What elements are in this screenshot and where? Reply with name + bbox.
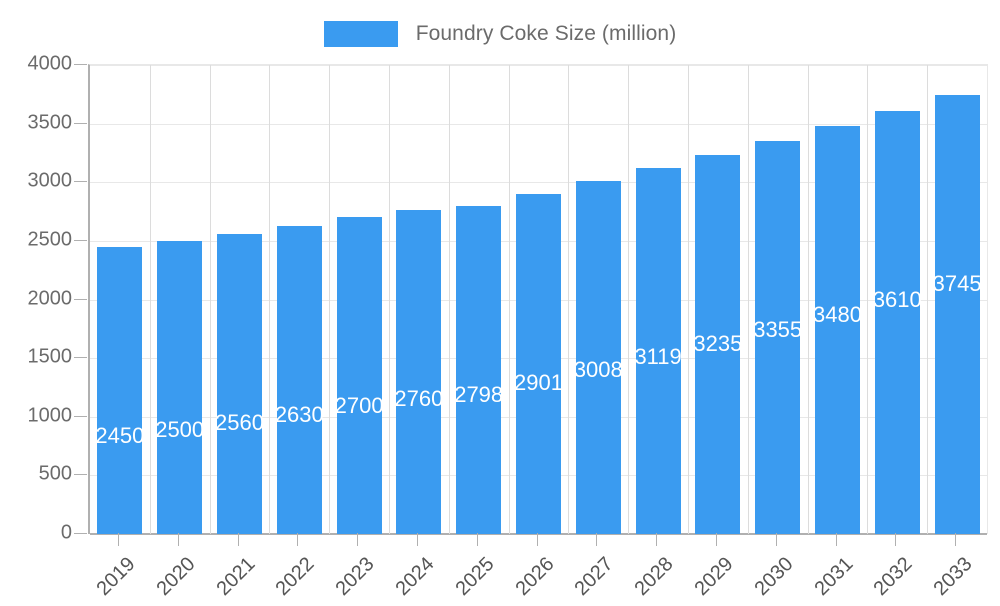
legend-item-foundry-coke-size[interactable]: Foundry Coke Size (million) — [323, 21, 677, 47]
bar-2032[interactable] — [874, 110, 920, 534]
x-axis-tick-2019 — [118, 533, 119, 546]
x-axis-tick-2023 — [357, 533, 358, 546]
y-axis-label-2000: 2000 — [27, 287, 73, 309]
x-axis-tick-2030 — [776, 533, 777, 546]
y-axis-label-3000: 3000 — [27, 169, 73, 192]
x-axis-tick-2032 — [895, 533, 896, 546]
bar-2021[interactable] — [217, 233, 262, 534]
x-axis-tick-2031 — [836, 533, 837, 546]
y-axis-label-0: 0 — [60, 521, 72, 544]
x-axis-label-2023: 2023 — [331, 553, 379, 601]
bar-2030[interactable] — [755, 140, 801, 534]
y-axis-tick-4000 — [74, 64, 87, 65]
gridline-y-4000 — [90, 65, 987, 66]
gridline-x-2026 — [509, 65, 510, 534]
x-axis-tick-2029 — [716, 533, 717, 546]
x-axis-label-2028: 2028 — [630, 553, 678, 601]
x-axis-label-2019: 2019 — [92, 553, 140, 601]
legend-label-foundry-coke-size: Foundry Coke Size (million) — [415, 22, 677, 45]
x-axis-label-2025: 2025 — [451, 553, 499, 601]
plot-area: 2450 2500 2560 2630 2700 2760 2798 2901 3008 3119… — [88, 64, 988, 535]
y-axis-tick-2500 — [74, 239, 87, 241]
y-axis: 0 500 1000 1500 2000 2500 3000 3500 4000 — [0, 53, 73, 544]
bar-2025[interactable] — [456, 205, 502, 534]
gridline-x-2022 — [269, 65, 270, 534]
x-axis-tick-2026 — [537, 533, 538, 546]
gridline-y-3000 — [90, 182, 987, 184]
y-axis-tick-0 — [74, 533, 87, 534]
bar-2022[interactable] — [276, 225, 322, 534]
gridline-x-2031 — [808, 65, 809, 534]
y-axis-tick-1000 — [74, 415, 87, 417]
x-axis-label-2029: 2029 — [690, 553, 738, 601]
bar-2027[interactable] — [575, 181, 621, 534]
x-axis-tick-2033 — [955, 533, 956, 546]
gridline-x-2023 — [329, 65, 330, 534]
x-axis-tick-2022 — [297, 533, 298, 546]
legend-swatch-foundry-coke-size — [323, 21, 398, 47]
bar-2029[interactable] — [695, 154, 741, 534]
gridline-x-2033 — [927, 65, 928, 534]
bar-2026[interactable] — [516, 193, 561, 534]
x-axis-label-2027: 2027 — [570, 553, 618, 601]
x-axis-label-2022: 2022 — [271, 553, 319, 601]
y-axis-label-1000: 1000 — [27, 404, 73, 427]
x-axis-tick-2025 — [477, 533, 478, 546]
x-axis-label-2026: 2026 — [511, 553, 559, 601]
y-axis-tick-2000 — [74, 298, 87, 300]
gridline-x-2030 — [748, 65, 749, 534]
bar-2033[interactable] — [934, 94, 980, 534]
x-axis-label-2021: 2021 — [212, 553, 260, 601]
x-axis-tick-2021 — [238, 533, 239, 546]
gridline-x-2021 — [210, 65, 211, 534]
y-axis-tick-500 — [74, 474, 87, 476]
gridline-x-2027 — [568, 65, 569, 534]
bar-2023[interactable] — [336, 217, 382, 534]
gridline-x-2028 — [628, 65, 629, 534]
x-axis-label-2024: 2024 — [391, 553, 439, 601]
gridline-y-0 — [90, 533, 987, 535]
chart-legend: Foundry Coke Size (million) — [0, 14, 1000, 54]
gridline-x-2032 — [867, 65, 868, 534]
bar-2020[interactable] — [157, 240, 203, 534]
x-axis-tick-2028 — [656, 533, 657, 546]
x-axis-label-2033: 2033 — [929, 553, 977, 601]
x-axis: 2019 2020 2021 2022 2023 2024 2025 2026 2027 2028… — [88, 533, 985, 600]
gridline-y-3500 — [90, 123, 987, 125]
y-axis-tick-3000 — [74, 181, 87, 183]
x-axis-label-2031: 2031 — [810, 553, 858, 601]
x-axis-label-2032: 2032 — [869, 553, 917, 601]
gridline-x-2029 — [688, 65, 689, 534]
bar-2019[interactable] — [97, 246, 143, 534]
y-axis-label-1500: 1500 — [27, 345, 73, 368]
x-axis-tick-2024 — [417, 533, 418, 546]
y-axis-tick-1500 — [74, 357, 87, 359]
gridline-x-2020 — [150, 65, 151, 534]
bar-2031[interactable] — [815, 125, 860, 534]
x-axis-label-2030: 2030 — [750, 553, 798, 601]
x-axis-label-2020: 2020 — [152, 553, 200, 601]
gridline-x-2025 — [449, 65, 450, 534]
y-axis-label-3500: 3500 — [27, 111, 73, 134]
bar-2024[interactable] — [396, 210, 442, 534]
y-axis-tick-3500 — [74, 122, 87, 124]
gridline-x-2024 — [389, 65, 390, 534]
x-axis-tick-2020 — [178, 533, 179, 546]
y-axis-label-500: 500 — [38, 462, 72, 485]
bar-2028[interactable] — [635, 168, 681, 534]
x-axis-tick-2027 — [596, 533, 597, 546]
y-axis-label-4000: 4000 — [27, 52, 73, 75]
y-axis-label-2500: 2500 — [27, 228, 73, 251]
